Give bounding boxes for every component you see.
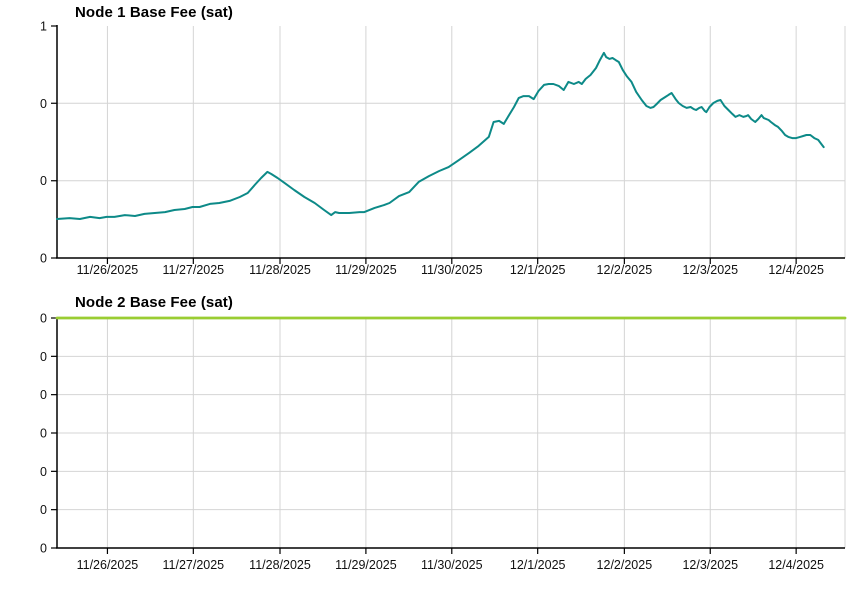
x-tick-label: 12/2/2025: [597, 263, 653, 277]
x-tick-label: 11/27/2025: [163, 263, 225, 277]
x-tick-label: 12/1/2025: [510, 558, 566, 572]
y-tick-label: 0: [40, 97, 47, 111]
y-tick-label: 0: [40, 174, 47, 188]
x-tick-label: 12/3/2025: [682, 263, 738, 277]
x-tick-label: 11/29/2025: [335, 263, 397, 277]
node1-chart-title: Node 1 Base Fee (sat): [75, 4, 233, 21]
x-tick-label: 11/28/2025: [249, 558, 311, 572]
y-tick-label: 0: [40, 465, 47, 479]
x-tick-label: 12/1/2025: [510, 263, 566, 277]
x-tick-label: 12/3/2025: [682, 558, 738, 572]
x-tick-label: 11/26/2025: [77, 558, 139, 572]
x-tick-label: 12/2/2025: [597, 558, 653, 572]
y-tick-label: 0: [40, 542, 47, 556]
y-tick-label: 0: [40, 388, 47, 402]
x-tick-label: 11/29/2025: [335, 558, 397, 572]
y-tick-label: 0: [40, 350, 47, 364]
node2-chart-title: Node 2 Base Fee (sat): [75, 294, 233, 311]
x-tick-label: 12/4/2025: [768, 263, 824, 277]
series-line-node1-base-fee: [56, 51, 825, 220]
x-tick-label: 11/30/2025: [421, 558, 483, 572]
y-tick-label: 0: [40, 252, 47, 266]
x-tick-label: 11/27/2025: [163, 558, 225, 572]
x-tick-label: 11/28/2025: [249, 263, 311, 277]
y-tick-label: 1: [40, 20, 47, 34]
x-tick-label: 11/30/2025: [421, 263, 483, 277]
y-tick-label: 0: [40, 312, 47, 326]
y-tick-label: 0: [40, 503, 47, 517]
x-tick-label: 11/26/2025: [77, 263, 139, 277]
x-tick-label: 12/4/2025: [768, 558, 824, 572]
y-tick-label: 0: [40, 427, 47, 441]
